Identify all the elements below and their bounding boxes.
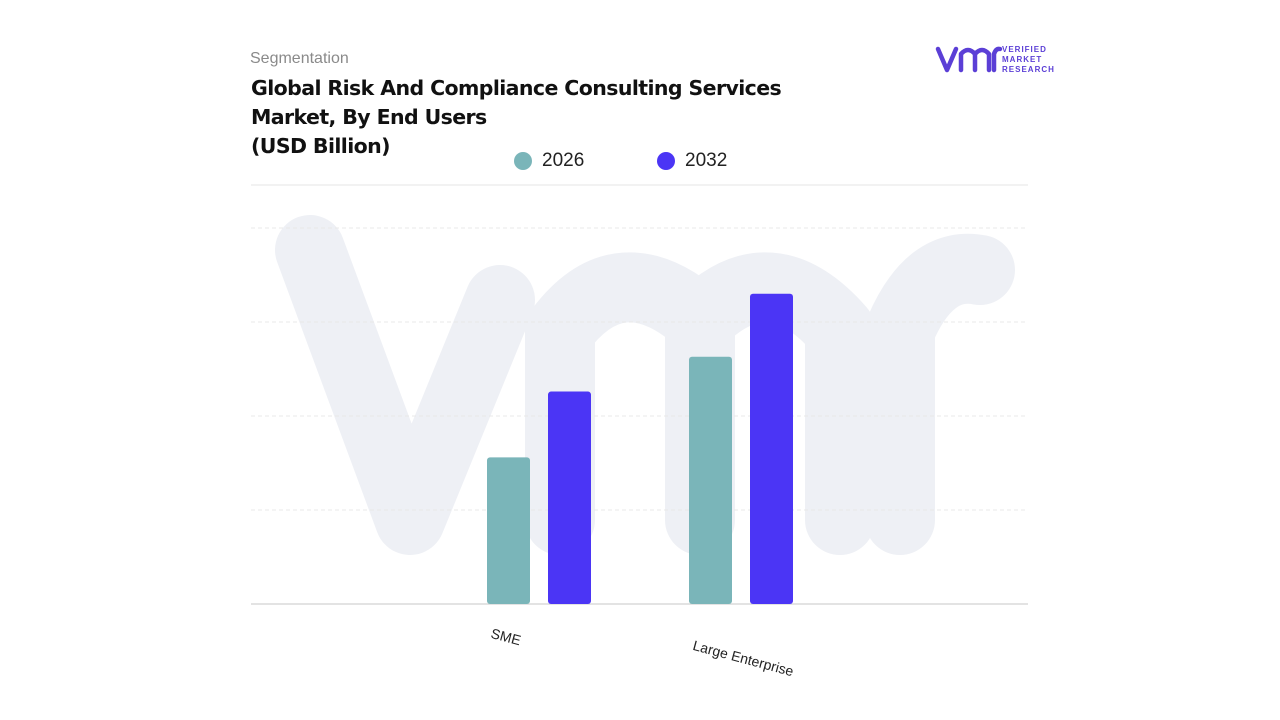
logo: VERIFIED MARKET RESEARCH bbox=[935, 45, 1055, 74]
bar bbox=[689, 356, 732, 604]
chart-title: Global Risk And Compliance Consulting Se… bbox=[251, 76, 782, 129]
chart-title-block: Global Risk And Compliance Consulting Se… bbox=[251, 74, 861, 161]
logo-text: VERIFIED bbox=[1002, 45, 1047, 54]
section-label: Segmentation bbox=[250, 50, 349, 67]
chart-subtitle: (USD Billion) bbox=[251, 134, 391, 158]
logo-mark bbox=[935, 46, 1003, 73]
bar bbox=[548, 391, 591, 604]
logo-text: MARKET bbox=[1002, 55, 1042, 64]
legend-label: 2026 bbox=[542, 150, 584, 171]
x-tick-label: SME bbox=[489, 625, 522, 648]
logo-text: RESEARCH bbox=[1002, 65, 1055, 74]
watermark bbox=[275, 215, 1015, 555]
legend-swatch bbox=[514, 152, 532, 170]
legend-label: 2032 bbox=[685, 150, 727, 171]
bar bbox=[487, 457, 530, 604]
bar bbox=[750, 293, 793, 604]
legend-swatch bbox=[657, 152, 675, 170]
x-tick-label: Large Enterprise bbox=[691, 637, 795, 679]
